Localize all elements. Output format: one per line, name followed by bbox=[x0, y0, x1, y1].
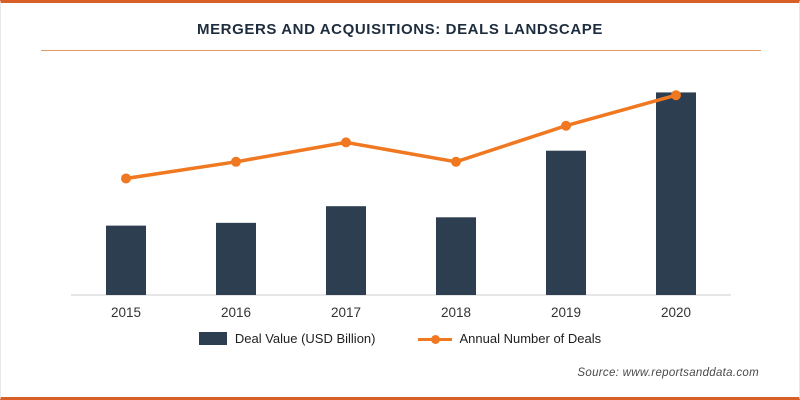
legend: Deal Value (USD Billion) Annual Number o… bbox=[1, 331, 799, 346]
source-note: Source: www.reportsanddata.com bbox=[577, 367, 759, 379]
bar-2020 bbox=[656, 92, 696, 295]
chart-canvas: 2015 2016 2017 2018 2019 2020 bbox=[71, 90, 731, 320]
legend-item-annual-deals: Annual Number of Deals bbox=[417, 331, 602, 346]
legend-label-annual-deals: Annual Number of Deals bbox=[459, 331, 602, 346]
bar-2017 bbox=[326, 206, 366, 295]
line-marker-2016 bbox=[231, 156, 241, 167]
line-marker-2019 bbox=[561, 120, 571, 131]
x-axis-label-2019: 2019 bbox=[551, 305, 581, 320]
x-axis-label-2018: 2018 bbox=[441, 305, 471, 320]
legend-label-deal-value: Deal Value (USD Billion) bbox=[234, 331, 376, 346]
x-axis-label-2015: 2015 bbox=[111, 305, 141, 320]
line-marker-2017 bbox=[341, 137, 351, 148]
line-swatch-dot bbox=[430, 334, 440, 344]
chart-title: MERGERS AND ACQUISITIONS: DEALS LANDSCAP… bbox=[196, 21, 603, 38]
x-axis-label-2020: 2020 bbox=[661, 305, 691, 320]
line-marker-2018 bbox=[451, 156, 461, 167]
x-axis-label-2017: 2017 bbox=[331, 305, 361, 320]
line-marker-2020 bbox=[671, 90, 681, 101]
x-axis-label-2016: 2016 bbox=[221, 305, 251, 320]
bar-2015 bbox=[106, 225, 146, 295]
bar-2018 bbox=[436, 217, 476, 295]
bar-swatch-icon bbox=[198, 332, 227, 345]
line-marker-2015 bbox=[121, 173, 131, 184]
bar-2016 bbox=[216, 222, 256, 295]
title-underline bbox=[41, 50, 761, 51]
line-swatch-icon bbox=[417, 334, 452, 344]
bar-2019 bbox=[546, 150, 586, 295]
legend-item-deal-value: Deal Value (USD Billion) bbox=[198, 331, 376, 346]
deals-line bbox=[124, 93, 678, 181]
